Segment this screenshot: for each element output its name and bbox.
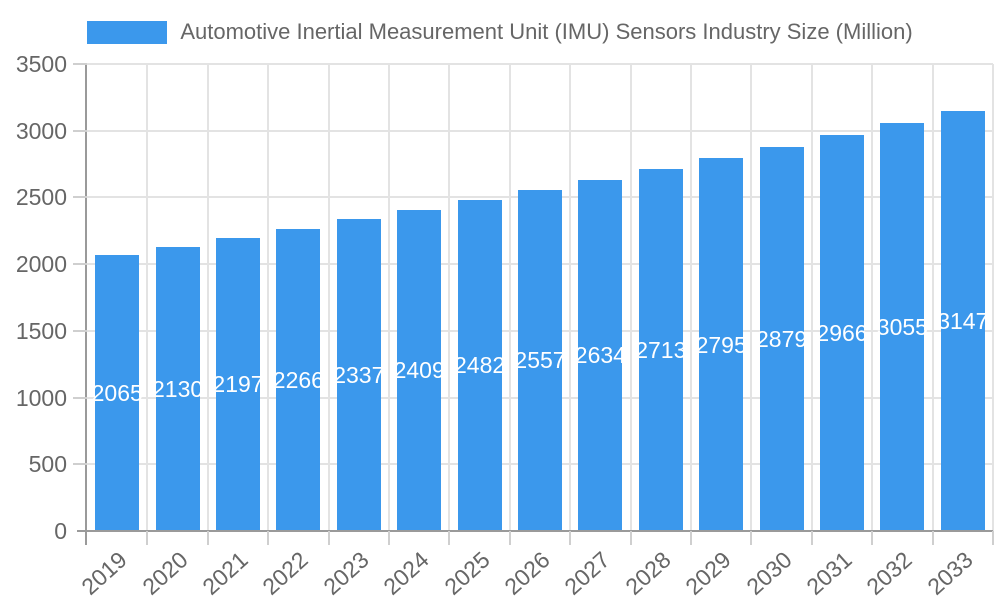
bar bbox=[95, 255, 140, 531]
y-axis-label: 1500 bbox=[15, 317, 67, 344]
bar bbox=[578, 179, 623, 531]
x-axis-tick bbox=[871, 531, 874, 545]
vertical-gridline bbox=[810, 64, 813, 531]
vertical-gridline bbox=[629, 64, 632, 531]
y-axis-tick bbox=[73, 63, 87, 65]
y-axis-tick bbox=[73, 196, 87, 199]
bar bbox=[276, 228, 321, 531]
x-axis-tick bbox=[690, 531, 692, 545]
bar bbox=[336, 219, 381, 531]
y-axis-line bbox=[85, 63, 87, 545]
y-axis-label: 500 bbox=[28, 451, 67, 478]
x-axis-tick bbox=[146, 531, 149, 545]
vertical-gridline bbox=[388, 64, 390, 531]
vertical-gridline bbox=[931, 64, 934, 531]
x-axis-tick bbox=[750, 531, 753, 545]
bar bbox=[880, 123, 925, 531]
y-axis-label: 2500 bbox=[15, 184, 67, 211]
bar bbox=[759, 146, 804, 531]
bar bbox=[457, 199, 502, 531]
bar bbox=[940, 111, 985, 531]
legend-item[interactable]: Automotive Inertial Measurement Unit (IM… bbox=[87, 18, 913, 46]
y-axis-label: 3000 bbox=[15, 117, 67, 144]
x-axis-tick bbox=[508, 531, 511, 545]
plot-area: 2065 2130 2197 2266 2337 2409 2482 2557 2634 2713… bbox=[87, 63, 994, 531]
vertical-gridline bbox=[267, 64, 270, 531]
vertical-gridline bbox=[508, 64, 511, 531]
y-axis-tick bbox=[73, 263, 87, 266]
y-axis-tick bbox=[73, 329, 87, 332]
y-axis-label: 2000 bbox=[15, 251, 67, 278]
vertical-gridline bbox=[448, 64, 451, 531]
legend-label: Automotive Inertial Measurement Unit (IM… bbox=[180, 19, 913, 44]
bar bbox=[820, 135, 864, 531]
x-axis-tick bbox=[267, 531, 270, 545]
legend: Automotive Inertial Measurement Unit (IM… bbox=[0, 17, 1000, 47]
x-axis-label: 2019 bbox=[76, 546, 132, 600]
y-axis-tick bbox=[73, 129, 87, 132]
x-axis-tick bbox=[992, 531, 994, 545]
y-axis-label: 1000 bbox=[15, 384, 67, 411]
x-axis-tick bbox=[448, 531, 451, 545]
y-axis-label: 3500 bbox=[15, 51, 67, 77]
x-axis-tick bbox=[569, 531, 572, 545]
y-axis-tick bbox=[73, 463, 87, 466]
x-axis-tick bbox=[629, 531, 632, 545]
vertical-gridline bbox=[146, 64, 149, 531]
x-axis-tick bbox=[388, 531, 390, 545]
vertical-gridline bbox=[750, 64, 753, 531]
vertical-gridline bbox=[871, 64, 874, 531]
x-axis-tick bbox=[810, 531, 813, 545]
vertical-gridline bbox=[206, 64, 209, 531]
vertical-gridline bbox=[690, 64, 692, 531]
x-axis-line bbox=[77, 530, 993, 532]
x-axis-tick bbox=[327, 531, 330, 545]
x-axis-tick bbox=[206, 531, 209, 545]
bar bbox=[216, 237, 260, 531]
horizontal-gridline bbox=[87, 129, 993, 132]
y-axis-label: 0 bbox=[54, 518, 67, 544]
bar bbox=[155, 246, 200, 531]
vertical-gridline bbox=[327, 64, 330, 531]
bar bbox=[397, 209, 442, 531]
bar bbox=[518, 189, 562, 531]
bar bbox=[638, 169, 683, 531]
legend-swatch bbox=[87, 20, 168, 44]
y-axis-tick bbox=[73, 396, 87, 399]
bar bbox=[699, 158, 744, 531]
horizontal-gridline bbox=[87, 63, 993, 65]
vertical-gridline bbox=[992, 64, 994, 531]
vertical-gridline bbox=[569, 64, 572, 531]
x-axis-tick bbox=[931, 531, 934, 545]
